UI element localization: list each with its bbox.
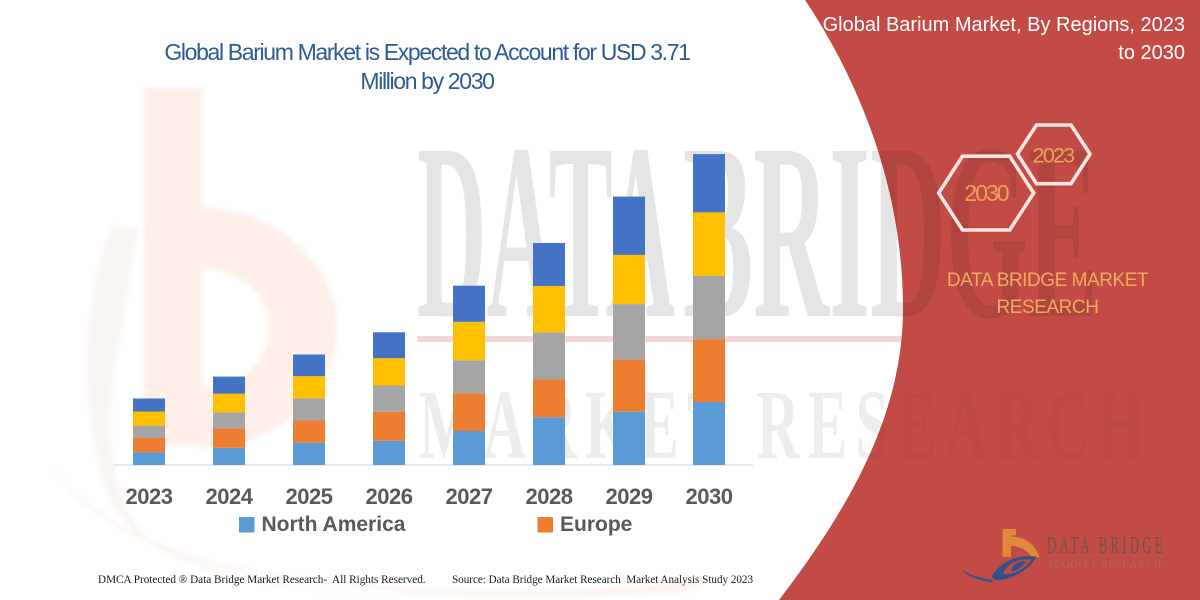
svg-text:DATA BRIDGE: DATA BRIDGE	[1047, 533, 1166, 559]
svg-text:MARKET RESEARCH: MARKET RESEARCH	[1048, 559, 1162, 571]
svg-text:MARKET RESEARCH: MARKET RESEARCH	[419, 369, 1152, 480]
svg-text:Europe: Europe	[560, 513, 632, 536]
svg-text:2029: 2029	[606, 484, 653, 509]
svg-text:2024: 2024	[206, 484, 254, 509]
svg-text:North America: North America	[262, 513, 406, 536]
svg-text:2030: 2030	[964, 180, 1008, 206]
svg-text:2025: 2025	[286, 484, 333, 509]
svg-text:2027: 2027	[446, 484, 493, 509]
svg-text:2026: 2026	[366, 484, 413, 509]
svg-text:2028: 2028	[526, 484, 573, 509]
svg-text:2023: 2023	[126, 484, 173, 509]
svg-text:2023: 2023	[1033, 144, 1075, 168]
svg-text:2030: 2030	[686, 484, 733, 509]
